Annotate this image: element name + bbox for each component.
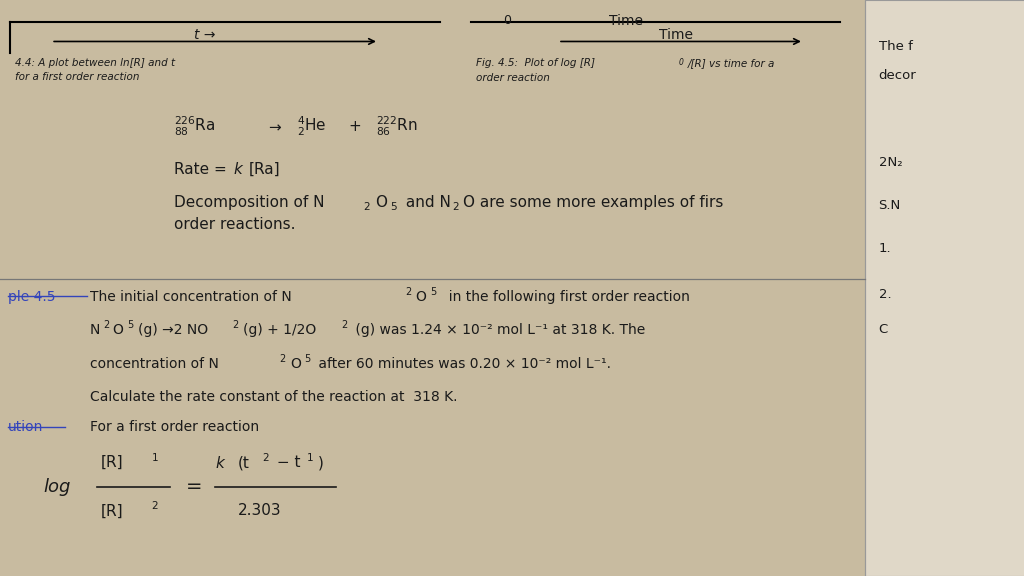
Text: 5: 5 [304, 354, 310, 363]
Text: 2: 2 [280, 354, 286, 363]
Text: (g) + 1/2O: (g) + 1/2O [243, 323, 316, 337]
Text: O: O [113, 323, 124, 337]
Text: S.N: S.N [879, 199, 901, 212]
Text: ): ) [317, 455, 324, 470]
Text: Time: Time [658, 28, 693, 41]
Text: 2N₂: 2N₂ [879, 156, 902, 169]
Text: $^{226}_{88}$Ra: $^{226}_{88}$Ra [174, 115, 216, 138]
Text: $\rightarrow$: $\rightarrow$ [266, 119, 284, 134]
Text: for a first order reaction: for a first order reaction [15, 72, 140, 82]
FancyBboxPatch shape [865, 0, 1024, 576]
Text: 0: 0 [503, 14, 511, 28]
Text: 2: 2 [341, 320, 347, 330]
Text: O are some more examples of firs: O are some more examples of firs [463, 195, 723, 210]
Text: 2: 2 [232, 320, 239, 330]
Text: 2.: 2. [879, 288, 891, 301]
Text: order reactions.: order reactions. [174, 217, 296, 232]
Text: order reaction: order reaction [476, 73, 550, 82]
Text: t →: t → [195, 28, 215, 41]
Text: =: = [186, 478, 203, 496]
Text: 2: 2 [453, 202, 459, 212]
Text: 1.: 1. [879, 242, 891, 255]
Text: O: O [290, 357, 301, 370]
Text: 5: 5 [390, 202, 396, 212]
Text: The f: The f [879, 40, 912, 54]
Text: 1: 1 [152, 453, 158, 463]
Text: +: + [348, 119, 360, 134]
Text: C: C [879, 323, 888, 336]
Text: O: O [375, 195, 387, 210]
Text: (g) was 1.24 × 10⁻² mol L⁻¹ at 318 K. The: (g) was 1.24 × 10⁻² mol L⁻¹ at 318 K. Th… [351, 323, 645, 337]
Text: $^{222}_{86}$Rn: $^{222}_{86}$Rn [376, 115, 418, 138]
Text: [Ra]: [Ra] [249, 162, 281, 177]
Text: ple 4.5: ple 4.5 [8, 290, 55, 304]
Text: decor: decor [879, 69, 916, 82]
Text: Time: Time [609, 14, 643, 28]
Text: Decomposition of N: Decomposition of N [174, 195, 325, 210]
Text: /[R] vs time for a: /[R] vs time for a [688, 58, 775, 67]
Text: (t: (t [238, 455, 250, 470]
Text: [R]: [R] [100, 455, 123, 470]
Text: (g) →2 NO: (g) →2 NO [138, 323, 208, 337]
Text: 5: 5 [430, 287, 436, 297]
Text: 4.4: A plot between ln[R] and t: 4.4: A plot between ln[R] and t [15, 58, 175, 67]
Text: [R]: [R] [100, 503, 123, 518]
Text: $k$: $k$ [233, 161, 245, 177]
Text: ution: ution [8, 420, 44, 434]
Text: N: N [90, 323, 100, 337]
Text: The initial concentration of N: The initial concentration of N [90, 290, 292, 304]
Text: in the following first order reaction: in the following first order reaction [440, 290, 690, 304]
Text: $^{4}_{2}$He: $^{4}_{2}$He [297, 115, 327, 138]
Text: 0: 0 [679, 58, 684, 67]
Text: 5: 5 [127, 320, 133, 330]
Text: − t: − t [272, 455, 301, 470]
Text: 2: 2 [364, 202, 370, 212]
Text: 2: 2 [103, 320, 110, 330]
Text: 2.303: 2.303 [238, 503, 282, 518]
Text: Fig. 4.5:  Plot of log [R]: Fig. 4.5: Plot of log [R] [476, 58, 595, 67]
Text: 1: 1 [307, 453, 313, 463]
Text: Rate =: Rate = [174, 162, 231, 177]
Text: For a first order reaction: For a first order reaction [90, 420, 259, 434]
Text: $k$: $k$ [215, 454, 226, 471]
Text: 2: 2 [152, 501, 158, 511]
Text: Calculate the rate constant of the reaction at  318 K.: Calculate the rate constant of the react… [90, 390, 458, 404]
Text: concentration of N: concentration of N [90, 357, 219, 370]
Text: 2: 2 [406, 287, 412, 297]
Text: after 60 minutes was 0.20 × 10⁻² mol L⁻¹.: after 60 minutes was 0.20 × 10⁻² mol L⁻¹… [314, 357, 611, 370]
Text: and N: and N [401, 195, 452, 210]
Text: O: O [416, 290, 427, 304]
Text: log: log [43, 478, 71, 496]
Text: 2: 2 [262, 453, 268, 463]
